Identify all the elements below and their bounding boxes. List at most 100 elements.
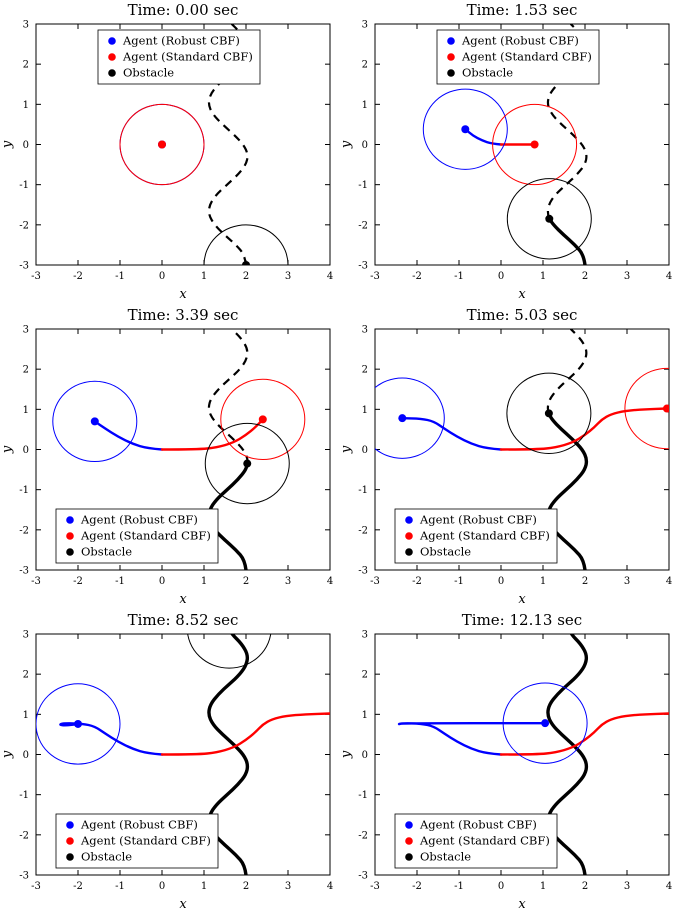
y-tick-label: -2 — [358, 220, 368, 231]
y-tick-label: -3 — [19, 871, 29, 882]
x-tick-label: 1 — [201, 881, 207, 892]
standard-trail — [160, 418, 264, 451]
subplot-0: Time: 0.00 sec -3 -2 -1 0 1 2 3 4 -3 -2 -1 0 1 2 3 x y Age… — [0, 1, 333, 302]
x-tick-label: 3 — [624, 881, 630, 892]
robust-circle — [375, 377, 445, 459]
y-tick-label: -1 — [19, 790, 29, 801]
legend-label: Agent (Robust CBF) — [80, 513, 198, 527]
legend-box — [436, 29, 600, 85]
x-tick-label: 1 — [540, 271, 546, 282]
legend-label: Agent (Standard CBF) — [461, 50, 592, 64]
obstacle-dot — [242, 261, 250, 265]
y-tick-label: 3 — [362, 630, 368, 641]
legend-marker-obstacle — [66, 548, 74, 556]
legend-label: Agent (Standard CBF) — [419, 529, 550, 543]
y-tick-label: 3 — [23, 325, 29, 336]
legend-marker-robust — [66, 516, 74, 524]
standard-trail — [160, 712, 330, 756]
robust-dot — [74, 719, 82, 728]
robust-dot — [541, 719, 550, 728]
legend-label: Obstacle — [81, 545, 132, 559]
standard-dot — [158, 140, 166, 149]
x-axis-label: x — [518, 592, 526, 607]
x-axis-label: x — [518, 287, 526, 302]
obstacle-traveled-path — [547, 217, 587, 265]
legend-marker-standard — [447, 53, 455, 61]
y-axis-label: y — [0, 750, 15, 759]
robust-dot — [398, 414, 407, 423]
obstacle-dot — [243, 459, 252, 468]
y-tick-label: -3 — [358, 261, 368, 272]
y-tick-label: 2 — [362, 670, 368, 681]
legend: Agent (Robust CBF) Agent (Standard CBF) Ob… — [97, 29, 261, 85]
y-tick-label: -3 — [19, 261, 29, 272]
y-tick-label: -2 — [358, 830, 368, 841]
y-tick-label: -3 — [19, 566, 29, 577]
plot-area — [52, 329, 306, 570]
y-tick-label: 0 — [362, 140, 368, 151]
robust-trail — [59, 722, 164, 756]
y-tick-label: 1 — [23, 100, 29, 111]
plot-title: Time: 12.13 sec — [462, 611, 582, 629]
x-tick-label: 2 — [582, 881, 588, 892]
legend-marker-standard — [108, 53, 116, 61]
y-tick-label: 0 — [362, 445, 368, 456]
subplot-panel-1: Time: 1.53 sec -3 -2 -1 0 1 2 3 4 -3 -2 -1 0 1 2 3 x y Age… — [339, 0, 678, 305]
subplot-1: Time: 1.53 sec -3 -2 -1 0 1 2 3 4 -3 -2 -1 0 1 2 3 x y Age… — [339, 1, 672, 302]
y-tick-label: -2 — [19, 220, 29, 231]
y-tick-label: 1 — [362, 710, 368, 721]
legend-box — [55, 508, 219, 564]
y-tick-label: 2 — [23, 60, 29, 71]
x-tick-label: 3 — [624, 271, 630, 282]
x-tick-label: 0 — [159, 271, 165, 282]
standard-circle — [119, 103, 205, 186]
x-tick-label: -2 — [412, 271, 422, 282]
legend-label: Agent (Robust CBF) — [419, 513, 537, 527]
x-tick-label: 2 — [243, 576, 249, 587]
subplot-panel-4: Time: 8.52 sec -3 -2 -1 0 1 2 3 4 -3 -2 -1 0 1 2 3 x y Age… — [0, 610, 339, 915]
x-tick-label: 0 — [498, 881, 504, 892]
legend-label: Agent (Standard CBF) — [419, 834, 550, 848]
x-tick-label: -2 — [412, 576, 422, 587]
x-tick-label: 1 — [540, 881, 546, 892]
y-tick-label: -2 — [358, 525, 368, 536]
y-tick-label: -3 — [358, 871, 368, 882]
obstacle-circle — [506, 372, 592, 455]
subplot-panel-3: Time: 5.03 sec -3 -2 -1 0 1 2 3 4 -3 -2 -1 0 1 2 3 x y Age… — [339, 305, 678, 610]
x-tick-label: 1 — [201, 576, 207, 587]
x-tick-label: -3 — [31, 881, 41, 892]
legend-marker-standard — [66, 532, 74, 540]
x-tick-label: -1 — [454, 576, 464, 587]
y-tick-label: 1 — [362, 100, 368, 111]
x-tick-label: 3 — [285, 576, 291, 587]
subplot-5: Time: 12.13 sec -3 -2 -1 0 1 2 3 4 -3 -2 -1 0 1 2 3 x y Ag… — [339, 611, 672, 912]
y-tick-label: 3 — [362, 20, 368, 31]
obstacle-circle — [187, 634, 272, 669]
legend-marker-obstacle — [66, 853, 74, 861]
x-tick-label: 0 — [498, 271, 504, 282]
x-tick-label: 3 — [285, 271, 291, 282]
x-tick-label: 4 — [666, 576, 672, 587]
legend-marker-robust — [66, 821, 74, 829]
plot-title: Time: 1.53 sec — [467, 1, 578, 19]
y-tick-label: 2 — [362, 60, 368, 71]
y-axis-label: y — [0, 140, 15, 149]
robust-trail — [93, 420, 164, 451]
x-axis-label: x — [518, 897, 526, 912]
plot-title: Time: 0.00 sec — [128, 1, 239, 19]
robust-dot — [461, 125, 470, 134]
y-axis-label: y — [339, 140, 354, 149]
obstacle-circle — [203, 224, 289, 265]
x-tick-label: 4 — [666, 881, 672, 892]
x-tick-label: -1 — [115, 881, 125, 892]
legend-label: Obstacle — [420, 545, 471, 559]
legend-marker-standard — [66, 837, 74, 845]
obstacle-circle — [506, 178, 592, 260]
standard-circle — [624, 367, 669, 450]
x-tick-label: 4 — [666, 271, 672, 282]
legend-label: Agent (Robust CBF) — [461, 34, 579, 48]
robust-dot — [90, 417, 99, 426]
legend-marker-robust — [447, 37, 455, 45]
x-tick-label: 2 — [582, 576, 588, 587]
